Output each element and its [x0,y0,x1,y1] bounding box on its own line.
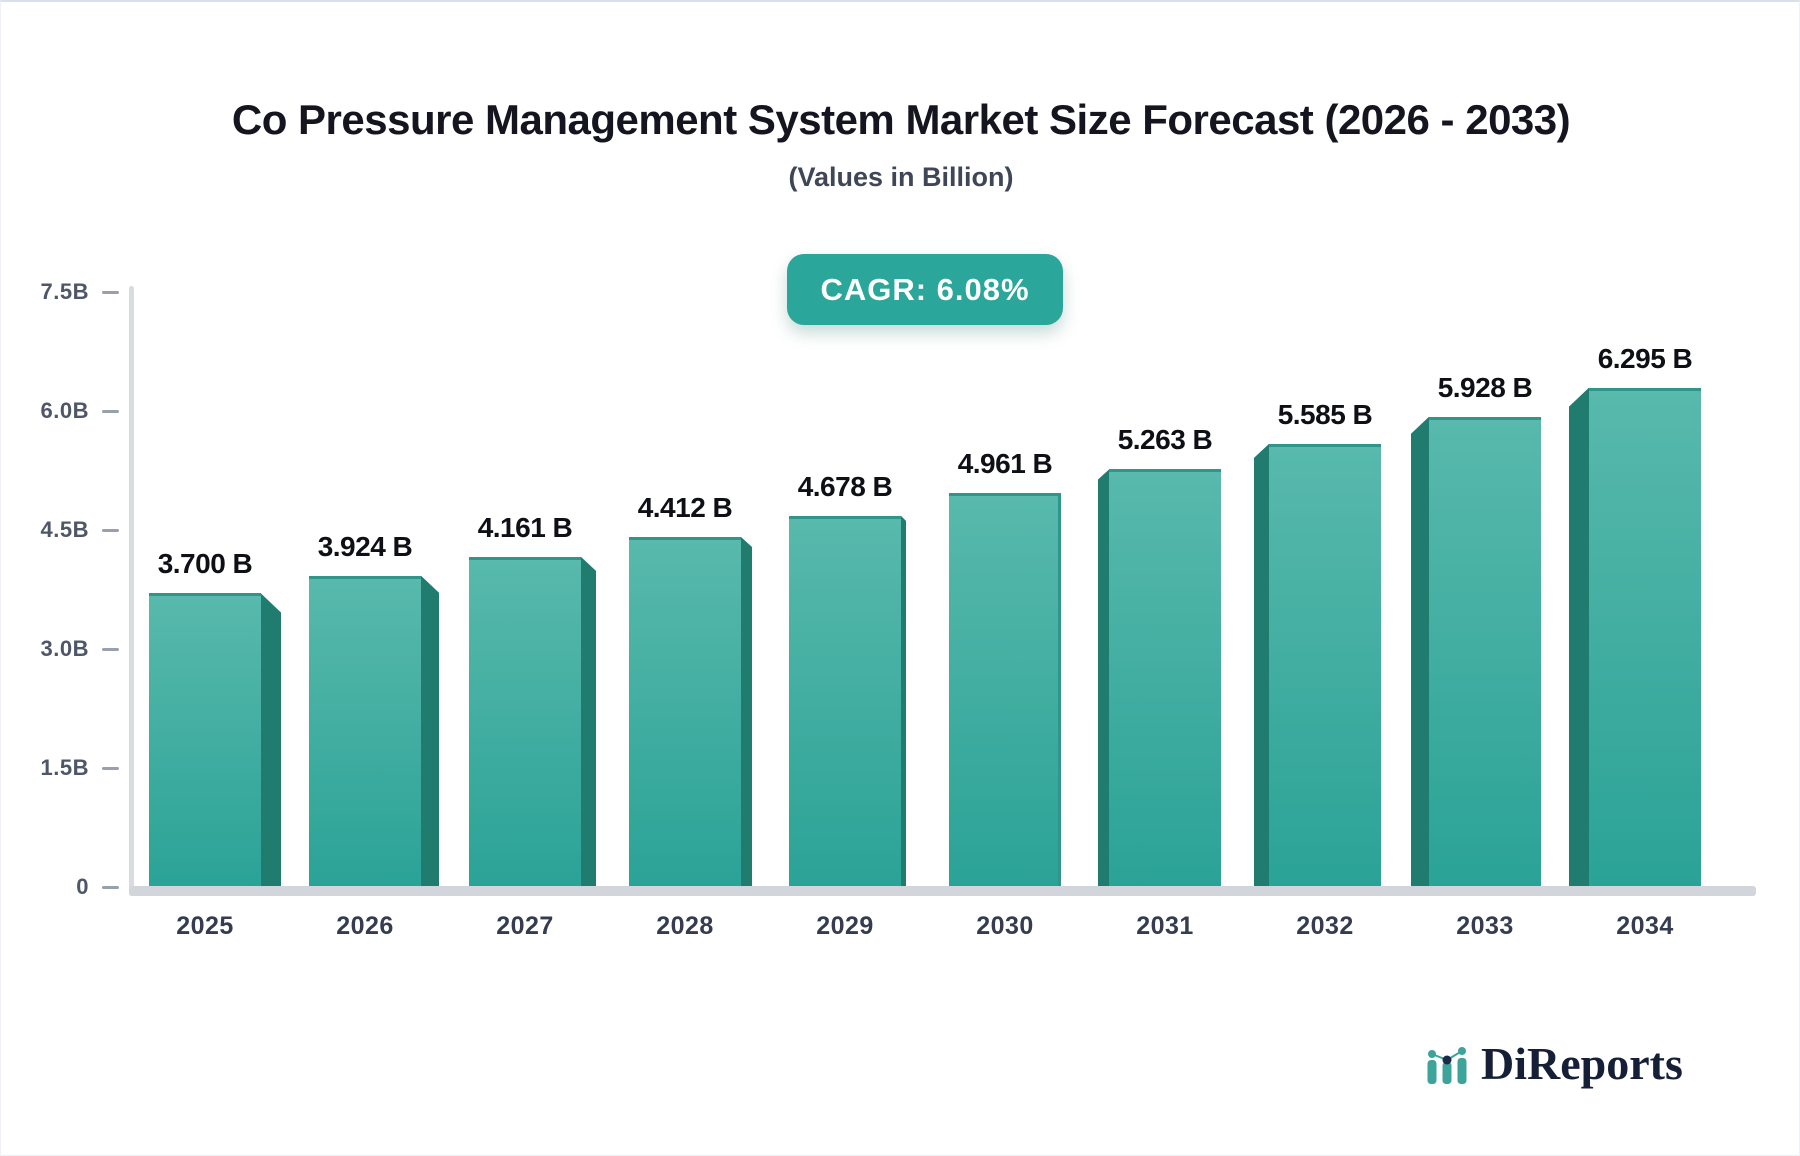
bar-2032 [1269,443,1381,892]
x-axis-label-2029: 2029 [816,912,874,940]
bar-value-label-2025: 3.700 B [157,548,253,580]
x-axis-label-2026: 2026 [336,912,394,940]
y-axis-tick-mark [102,647,119,651]
y-axis-tick-mark [102,409,119,413]
bar-value-label-2027: 4.161 B [477,511,573,543]
bar-2029 [789,515,901,892]
chart-subtitle: (Values in Billion) [788,162,1014,192]
bar-value-label-2032: 5.585 B [1277,398,1373,430]
x-axis-label-2032: 2032 [1296,912,1354,940]
bar-2025 [149,593,261,892]
cagr-badge: CAGR: 6.08% [787,254,1063,325]
bar-2027 [469,556,581,892]
y-axis-line [129,286,134,896]
x-axis-label-2028: 2028 [656,912,714,940]
bar-3d-side-2026 [421,575,439,892]
bar-3d-side-2032 [1254,443,1269,892]
y-axis-tick-label: 1.5B [40,755,89,780]
chart-title: Co Pressure Management System Market Siz… [231,96,1571,143]
x-axis-label-2025: 2025 [176,912,234,940]
brand-name: DiReports [1481,1038,1683,1089]
bar-value-label-2031: 5.263 B [1117,424,1213,456]
bar-2030 [949,493,1061,892]
bar-2028 [629,536,741,892]
y-axis-tick-mark [102,766,119,770]
bar-2026 [309,575,421,892]
bar-value-label-2029: 4.678 B [797,470,893,502]
bar-2033 [1429,416,1541,892]
bar-3d-side-2034 [1569,387,1589,892]
y-axis-tick-mark [102,528,119,532]
y-axis-tick-mark [102,290,119,294]
bar-3d-side-2031 [1098,469,1109,892]
bar-3d-side-2027 [581,556,596,892]
y-axis-tick-label: 3.0B [40,636,89,661]
brand-logo: DiReports [1425,1038,1683,1089]
bar-3d-side-2029 [901,515,906,892]
bar-value-label-2030: 4.961 B [957,448,1053,480]
bar-value-label-2033: 5.928 B [1437,371,1533,403]
x-axis-label-2031: 2031 [1136,912,1194,940]
x-axis-label-2034: 2034 [1616,912,1674,940]
y-axis-tick-label: 0 [76,874,89,899]
bar-2034 [1589,387,1701,892]
x-axis-label-2033: 2033 [1456,912,1514,940]
bar-3d-side-2028 [741,536,752,892]
x-axis-baseline [129,886,1756,896]
bar-value-label-2034: 6.295 B [1597,342,1693,374]
y-axis-tick-label: 4.5B [40,517,89,542]
y-axis-tick-label: 7.5B [40,279,89,304]
x-axis-label-2027: 2027 [496,912,554,940]
y-axis-tick-mark [102,885,119,889]
bar-2031 [1109,469,1221,892]
bar-3d-side-2033 [1411,416,1429,892]
y-axis-tick-label: 6.0B [40,398,89,423]
bar-value-label-2028: 4.412 B [637,491,733,523]
x-axis-label-2030: 2030 [976,912,1034,940]
bar-value-label-2026: 3.924 B [317,530,413,562]
bar-3d-side-2025 [261,593,281,892]
mini-bar-chart-logo-icon [1427,1047,1467,1084]
